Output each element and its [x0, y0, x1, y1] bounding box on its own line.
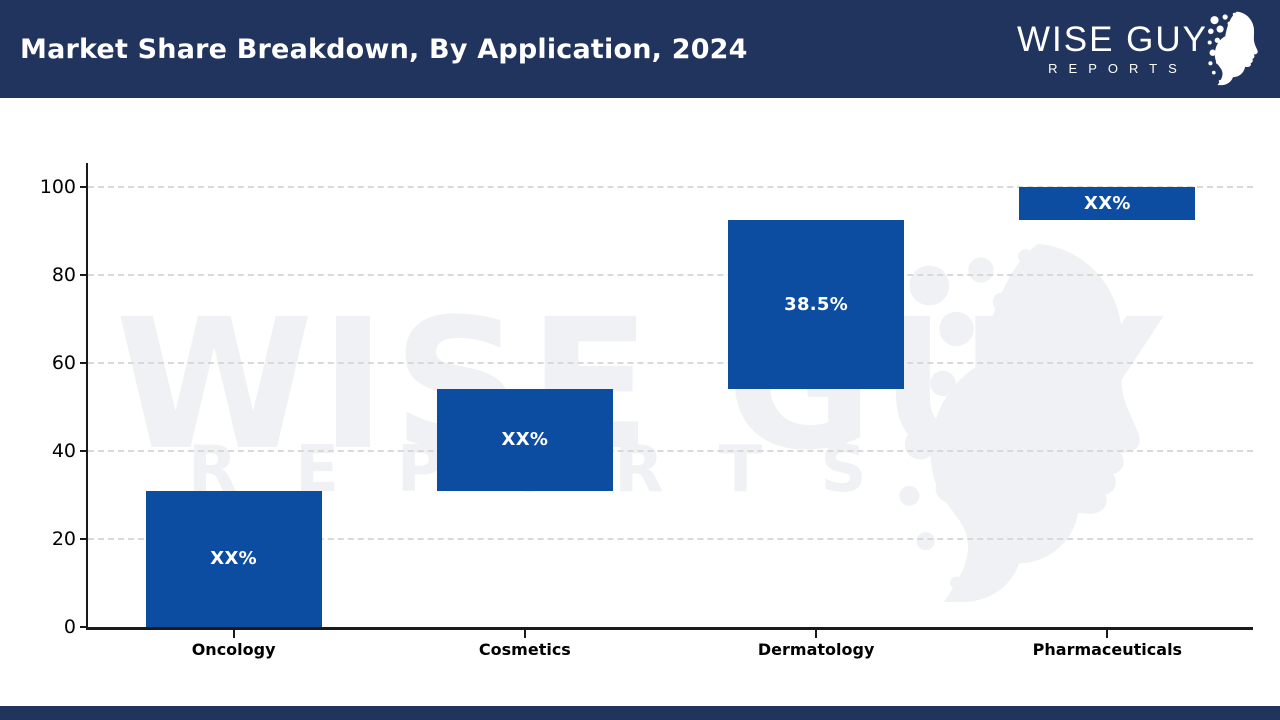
x-axis-line	[86, 627, 1253, 630]
bar-value-label: 38.5%	[784, 294, 849, 316]
bar-oncology: XX%	[145, 490, 322, 627]
bar-pharmaceuticals: XX%	[1019, 187, 1196, 220]
brand-logo-wordmark: WISE GUY	[1016, 20, 1208, 60]
y-tick-label: 0	[63, 616, 76, 638]
y-tickmark-80	[80, 274, 88, 276]
y-tickmark-60	[80, 362, 88, 364]
footer-bar	[0, 706, 1280, 720]
y-tick-label: 40	[51, 440, 76, 462]
x-category-label: Cosmetics	[478, 640, 571, 659]
y-tick-label: 60	[51, 352, 76, 374]
y-tick-label: 20	[51, 528, 76, 550]
gridline-20	[88, 538, 1253, 540]
x-tickmark-1	[523, 630, 526, 638]
x-tickmark-0	[232, 630, 235, 638]
y-tickmark-40	[80, 450, 88, 452]
gridline-60	[88, 362, 1253, 364]
x-category-label: Dermatology	[757, 640, 875, 659]
brand-logo-text: WISE GUY REPORTS	[1016, 20, 1208, 76]
bar-value-label: XX%	[501, 429, 549, 451]
gridline-80	[88, 274, 1253, 276]
y-tick-label: 80	[51, 264, 76, 286]
y-tick-label: 100	[39, 176, 76, 198]
x-tickmark-2	[815, 630, 818, 638]
bar-dermatology: 38.5%	[728, 220, 905, 390]
y-tickmark-20	[80, 538, 88, 540]
y-tickmark-0	[80, 626, 88, 628]
header-bar: Market Share Breakdown, By Application, …	[0, 0, 1280, 98]
page-title: Market Share Breakdown, By Application, …	[20, 33, 748, 65]
bar-cosmetics: XX%	[436, 389, 613, 491]
gridline-40	[88, 450, 1253, 452]
bar-value-label: XX%	[210, 548, 257, 570]
y-tickmark-100	[80, 186, 88, 188]
brand-logo: WISE GUY REPORTS	[1017, 9, 1280, 89]
y-axis-line	[86, 163, 88, 629]
x-category-label: Oncology	[191, 640, 276, 659]
gridline-100	[88, 186, 1253, 188]
brand-logo-subtitle: REPORTS	[1048, 60, 1188, 76]
x-category-label: Pharmaceuticals	[1032, 640, 1183, 659]
x-tickmark-3	[1106, 630, 1109, 638]
bar-value-label: XX%	[1084, 193, 1131, 214]
